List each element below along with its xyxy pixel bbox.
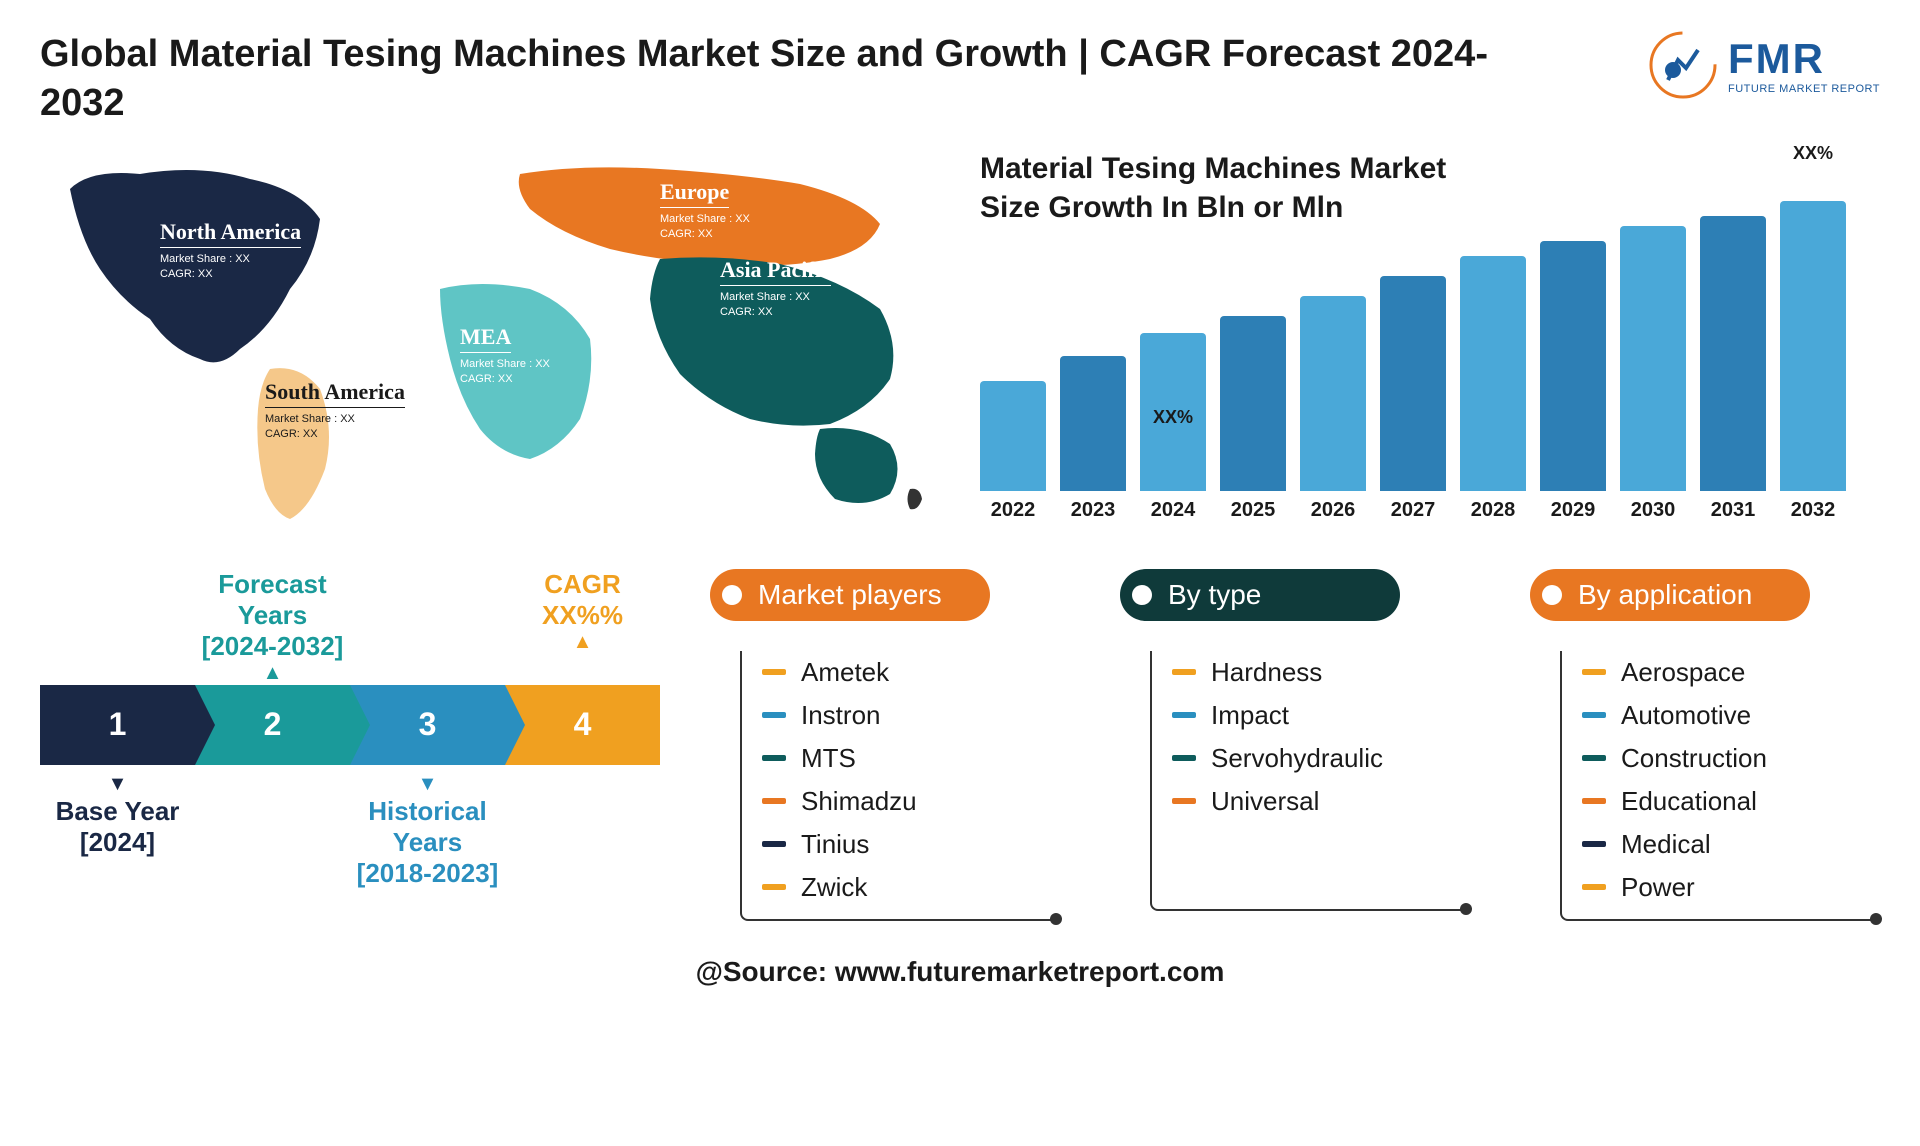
cat-item: MTS [742, 737, 1060, 780]
bar-2026: 2026 [1300, 296, 1366, 522]
timeline-bar: 1234 [40, 685, 660, 765]
cat-item: Automotive [1562, 694, 1880, 737]
timeline: Forecast Years[2024-2032]▲CAGRXX%%▲ 1234… [40, 569, 660, 921]
cat-header: By application [1530, 569, 1810, 621]
cat-header: By type [1120, 569, 1400, 621]
region-label-asia-pacific: Asia PacificMarket Share : XXCAGR: XX [720, 257, 831, 321]
cat-item: Shimadzu [742, 780, 1060, 823]
cat-item: Tinius [742, 823, 1060, 866]
timeline-label: Historical Years[2018-2023] [350, 796, 505, 889]
timeline-seg-2: 2 [195, 685, 350, 765]
cat-item: Aerospace [1562, 651, 1880, 694]
cat-item: Educational [1562, 780, 1880, 823]
bar-2031: 2031 [1700, 216, 1766, 522]
bar-2023: 2023 [1060, 356, 1126, 522]
timeline-label: Forecast Years[2024-2032] [195, 569, 350, 662]
bar-2024: XX%2024 [1140, 333, 1206, 522]
world-map: North AmericaMarket Share : XXCAGR: XX So… [40, 149, 940, 529]
bar-2022: 2022 [980, 381, 1046, 522]
logo-sub-text: FUTURE MARKET REPORT [1728, 83, 1880, 95]
bar-2025: 2025 [1220, 316, 1286, 522]
bar-chart: 20222023XX%20242025202620272028202920302… [980, 242, 1880, 522]
cat-item: Universal [1152, 780, 1470, 823]
cat-item: Instron [742, 694, 1060, 737]
bar-2030: 2030 [1620, 226, 1686, 522]
logo-fmr-text: FMR [1728, 35, 1880, 83]
source-text: @Source: www.futuremarketreport.com [40, 956, 1880, 988]
cat-header: Market players [710, 569, 990, 621]
bar-2032: XX%2032 [1780, 201, 1846, 522]
cat-item: Hardness [1152, 651, 1470, 694]
page-title: Global Material Tesing Machines Market S… [40, 30, 1540, 129]
cat-item: Zwick [742, 866, 1060, 909]
cat-item: Medical [1562, 823, 1880, 866]
logo-icon [1648, 30, 1718, 100]
cat-item: Power [1562, 866, 1880, 909]
region-label-europe: EuropeMarket Share : XXCAGR: XX [660, 179, 750, 243]
timeline-label: CAGRXX%% [505, 569, 660, 631]
timeline-seg-4: 4 [505, 685, 660, 765]
chart-title: Material Tesing Machines Market Size Gro… [980, 149, 1480, 227]
region-label-north-america: North AmericaMarket Share : XXCAGR: XX [160, 219, 301, 283]
cat-item: Impact [1152, 694, 1470, 737]
region-label-mea: MEAMarket Share : XXCAGR: XX [460, 324, 550, 388]
timeline-seg-1: 1 [40, 685, 195, 765]
bar-2029: 2029 [1540, 241, 1606, 522]
growth-chart: Material Tesing Machines Market Size Gro… [980, 149, 1880, 529]
timeline-seg-3: 3 [350, 685, 505, 765]
bar-2027: 2027 [1380, 276, 1446, 522]
bar-2028: 2028 [1460, 256, 1526, 522]
cat-item: Construction [1562, 737, 1880, 780]
region-label-south-america: South AmericaMarket Share : XXCAGR: XX [265, 379, 405, 443]
cat-item: Servohydraulic [1152, 737, 1470, 780]
category-by-application: By application AerospaceAutomotiveConstru… [1530, 569, 1880, 921]
cat-item: Ametek [742, 651, 1060, 694]
category-market-players: Market players AmetekInstronMTSShimadzuTi… [710, 569, 1060, 921]
category-by-type: By type HardnessImpactServohydraulicUnive… [1120, 569, 1470, 921]
timeline-label: Base Year[2024] [40, 796, 195, 858]
fmr-logo: FMR FUTURE MARKET REPORT [1648, 30, 1880, 100]
